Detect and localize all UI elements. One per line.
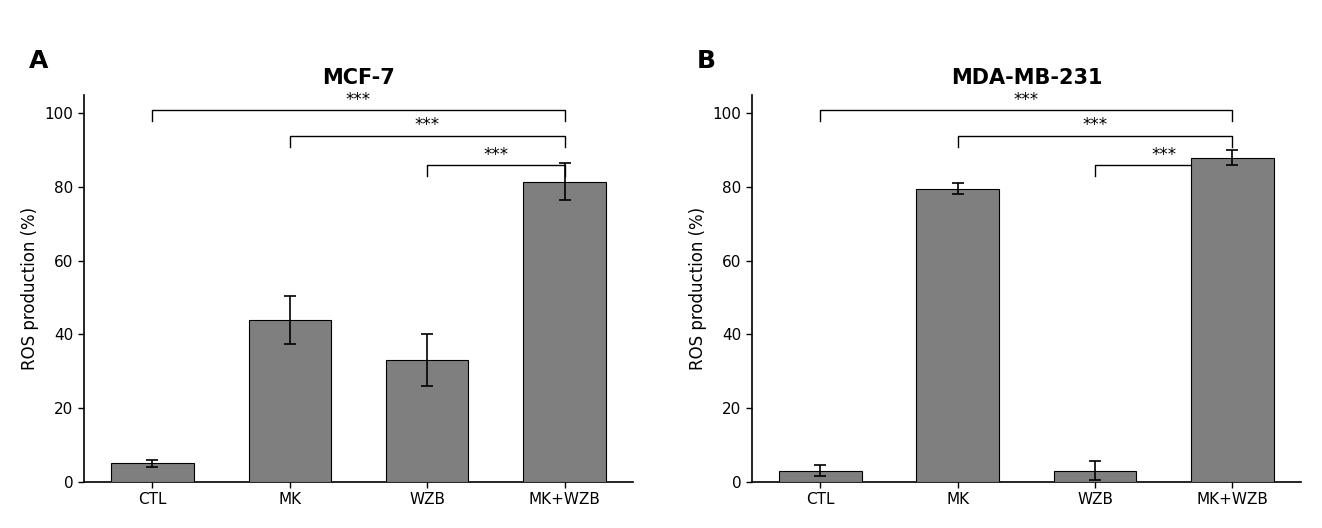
Bar [1054, 470, 1137, 482]
Y-axis label: ROS production (%): ROS production (%) [689, 207, 707, 370]
Text: ***: *** [1151, 146, 1177, 164]
Bar [1191, 158, 1273, 482]
Text: A: A [29, 49, 48, 73]
Y-axis label: ROS production (%): ROS production (%) [21, 207, 38, 370]
Bar [249, 319, 330, 482]
Title: MCF-7: MCF-7 [323, 68, 395, 88]
Text: B: B [697, 49, 715, 73]
Bar [386, 360, 468, 482]
Text: ***: *** [346, 91, 371, 109]
Text: ***: *** [415, 117, 440, 135]
Text: ***: *** [484, 146, 509, 164]
Text: ***: *** [1083, 117, 1108, 135]
Bar [524, 182, 605, 482]
Bar [111, 464, 193, 482]
Bar [779, 470, 862, 482]
Text: ***: *** [1014, 91, 1039, 109]
Title: MDA-MB-231: MDA-MB-231 [951, 68, 1103, 88]
Bar [916, 189, 999, 482]
